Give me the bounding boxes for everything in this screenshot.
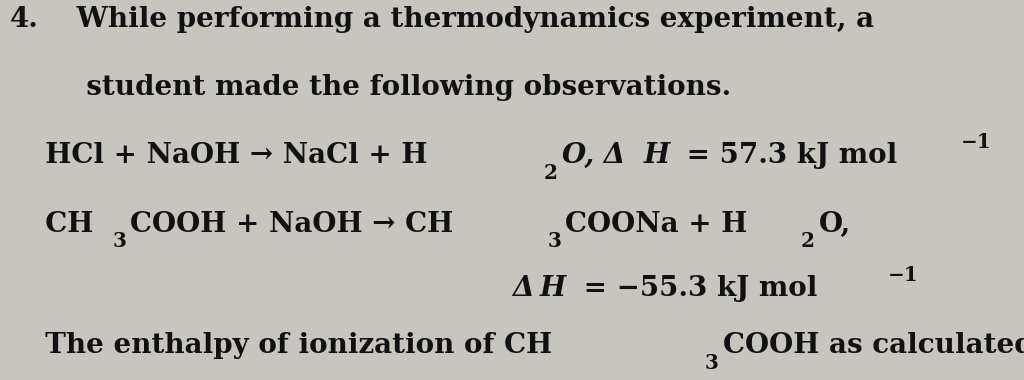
Text: CH: CH (26, 211, 93, 238)
Text: COOH + NaOH → CH: COOH + NaOH → CH (130, 211, 454, 238)
Text: = 57.3 kJ mol: = 57.3 kJ mol (677, 142, 897, 169)
Text: 2: 2 (801, 231, 815, 251)
Text: Δ: Δ (512, 276, 534, 302)
Text: student made the following observations.: student made the following observations. (67, 74, 731, 101)
Text: 3: 3 (705, 353, 719, 373)
Text: HCl + NaOH → NaCl + H: HCl + NaOH → NaCl + H (26, 142, 427, 169)
Text: COONa + H: COONa + H (565, 211, 748, 238)
Text: 4.: 4. (10, 6, 39, 33)
Text: −1: −1 (888, 265, 919, 285)
Text: 3: 3 (113, 231, 126, 251)
Text: H: H (540, 276, 566, 302)
Text: 2: 2 (544, 163, 557, 183)
Text: 3: 3 (548, 231, 561, 251)
Text: −1: −1 (962, 132, 992, 152)
Text: O, Δ: O, Δ (561, 142, 625, 169)
Text: The enthalpy of ionization of CH: The enthalpy of ionization of CH (26, 332, 552, 359)
Text: O,: O, (818, 211, 851, 238)
Text: While performing a thermodynamics experiment, a: While performing a thermodynamics experi… (67, 6, 873, 33)
Text: H: H (643, 142, 670, 169)
Text: COOH as calculated: COOH as calculated (723, 332, 1024, 359)
Text: = −55.3 kJ mol: = −55.3 kJ mol (573, 276, 817, 302)
